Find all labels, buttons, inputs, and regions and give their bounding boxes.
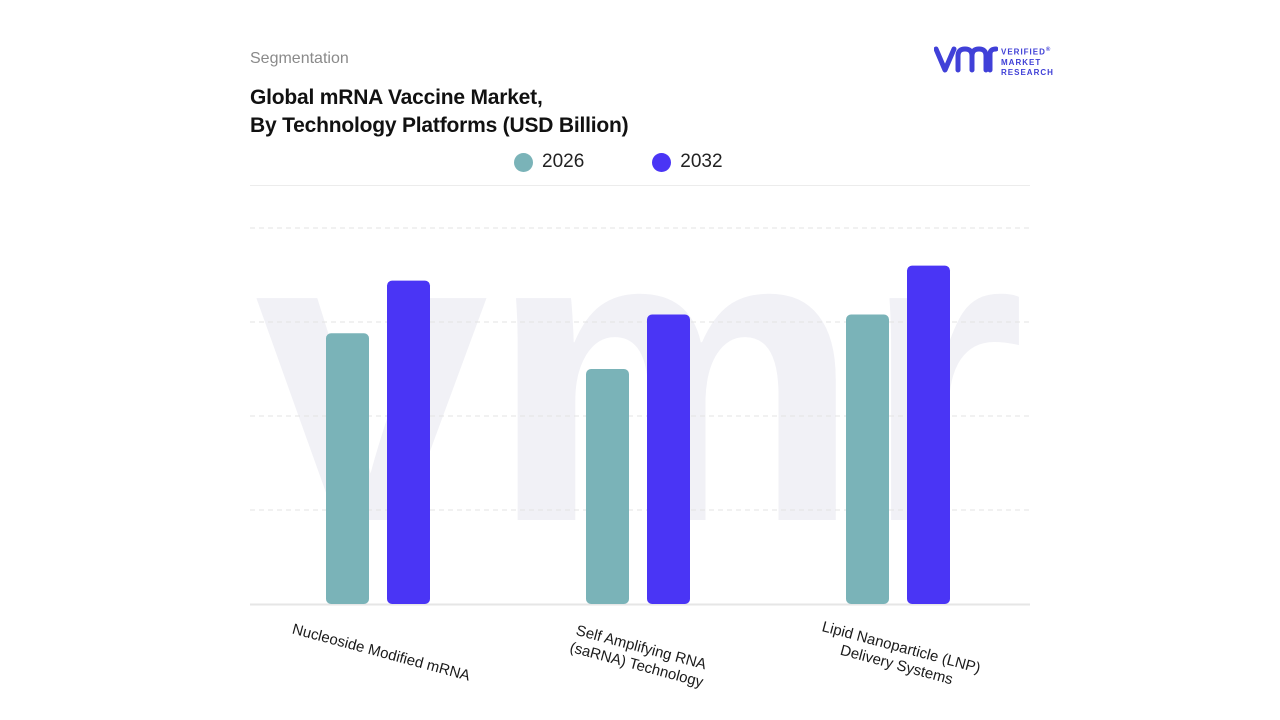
bar-2032-2 <box>647 314 690 604</box>
x-tick-label-3: Lipid Nanoparticle (LNP)Delivery Systems <box>815 618 982 694</box>
legend-item-2026: 2026 <box>514 151 584 173</box>
legend-swatch-2026 <box>514 152 533 172</box>
chart-title-line-1: Global mRNA Vaccine Market, <box>250 86 543 109</box>
legend-label-2032: 2032 <box>680 151 723 172</box>
logo-line-3: RESEARCH <box>1001 67 1054 77</box>
legend-label-2026: 2026 <box>542 151 585 172</box>
verified-market-research-logo: VERIFIED® MARKET RESEARCH <box>933 44 1064 78</box>
legend-item-2032: 2032 <box>652 151 723 173</box>
logo-line-2: MARKET <box>1001 57 1042 67</box>
vmr-logo-icon <box>933 46 999 73</box>
legend-swatch-2032 <box>652 152 672 172</box>
logo-wordmark: VERIFIED® MARKET RESEARCH <box>1001 45 1054 78</box>
chart-title: Global mRNA Vaccine Market, By Technolog… <box>250 84 629 140</box>
x-tick-label-line: Nucleoside Modified mRNA <box>290 621 472 685</box>
bar-2032-3 <box>907 265 950 604</box>
legend: 2026 2032 <box>514 150 791 174</box>
bar-2032-1 <box>387 280 430 604</box>
logo-registered: ® <box>1045 47 1052 53</box>
watermark-logo: vmr <box>255 141 1025 610</box>
bar-2026-2 <box>586 369 629 604</box>
section-label: Segmentation <box>250 50 349 67</box>
bar-2026-3 <box>846 314 889 604</box>
logo-line-1: VERIFIED <box>1001 47 1046 57</box>
x-tick-label-2: Self Amplifying RNA(saRNA) Technology <box>568 622 710 691</box>
bar-2026-1 <box>326 333 369 604</box>
chart-title-line-2: By Technology Platforms (USD Billion) <box>250 114 629 137</box>
x-tick-label-1: Nucleoside Modified mRNA <box>290 621 472 685</box>
legend-divider <box>250 185 1030 186</box>
